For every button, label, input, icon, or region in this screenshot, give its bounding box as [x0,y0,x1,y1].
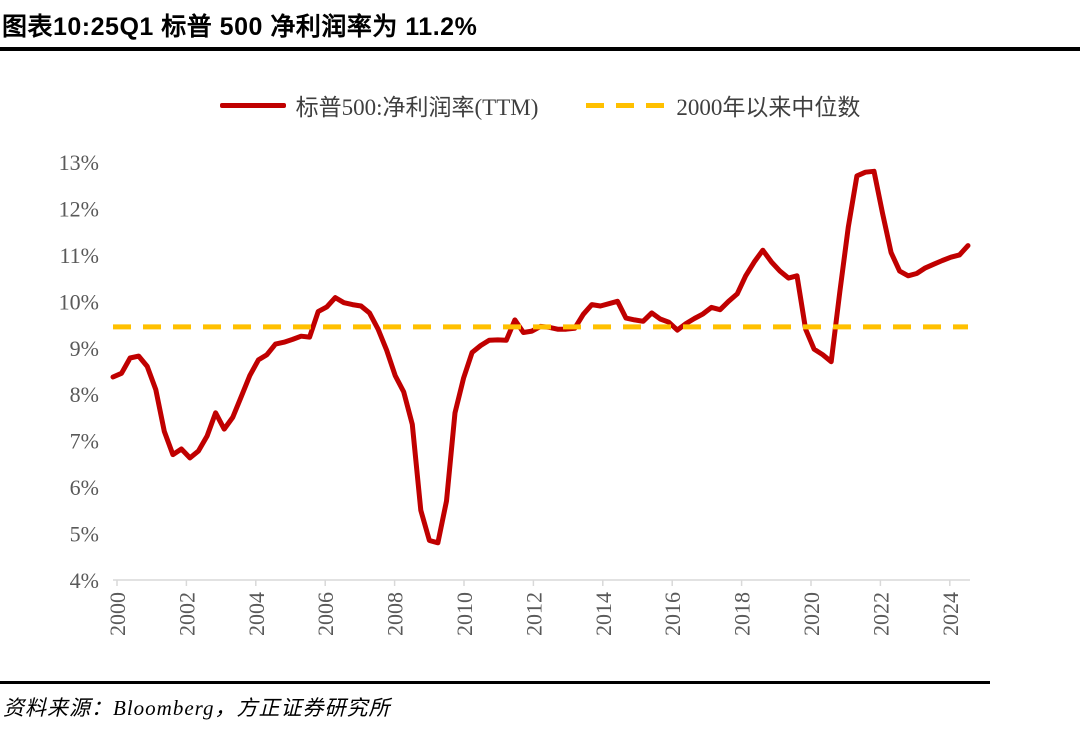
svg-text:2024: 2024 [938,592,963,636]
svg-text:12%: 12% [59,196,99,221]
svg-text:4%: 4% [70,568,99,593]
svg-text:2018: 2018 [730,592,755,636]
title-rule [0,47,1080,51]
svg-text:9%: 9% [70,336,99,361]
legend-item-median: 2000年以来中位数 [586,88,860,122]
footer-rule [0,681,990,684]
svg-text:2012: 2012 [521,592,546,636]
svg-text:7%: 7% [70,429,99,454]
svg-text:2004: 2004 [244,592,269,636]
legend-label-sp500-margin: 标普500:净利润率(TTM) [295,95,539,120]
svg-text:11%: 11% [59,243,99,268]
svg-text:2008: 2008 [383,592,408,636]
svg-text:13%: 13% [59,150,99,175]
svg-text:2014: 2014 [591,592,616,636]
chart-legend: 标普500:净利润率(TTM) 2000年以来中位数 [0,88,1080,122]
figure-title: 图表10:25Q1 标普 500 净利润率为 11.2% [2,13,478,41]
svg-text:2002: 2002 [174,592,199,636]
red-line-swatch-icon [219,102,286,108]
svg-text:6%: 6% [70,475,99,500]
svg-text:2020: 2020 [799,592,824,636]
source-note: 资料来源：Bloomberg，方正证券研究所 [3,696,391,720]
svg-text:2006: 2006 [313,592,338,636]
svg-text:2010: 2010 [452,592,477,636]
svg-text:10%: 10% [59,289,99,314]
svg-text:2022: 2022 [868,592,893,636]
legend-item-sp500-margin: 标普500:净利润率(TTM) [219,88,539,122]
svg-text:5%: 5% [70,522,99,547]
svg-text:2016: 2016 [660,592,685,636]
legend-label-median: 2000年以来中位数 [676,95,861,120]
svg-text:2000: 2000 [105,592,130,636]
yellow-dashed-swatch-icon [586,102,667,108]
svg-text:8%: 8% [70,382,99,407]
